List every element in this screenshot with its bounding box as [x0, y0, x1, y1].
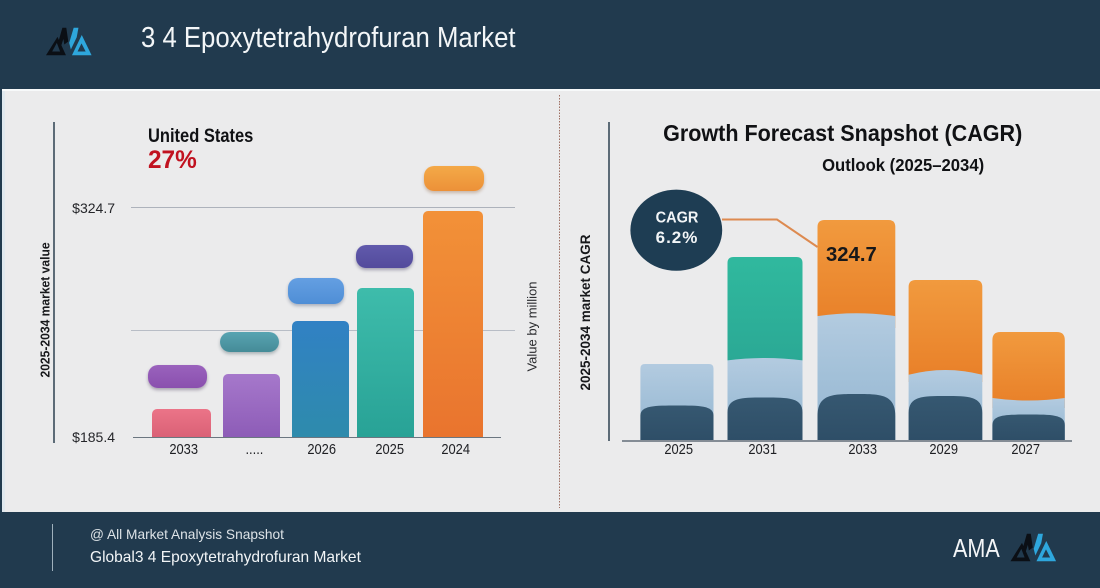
- svg-text:CAGR: CAGR: [656, 209, 699, 227]
- svg-text:6.2%: 6.2%: [656, 228, 699, 247]
